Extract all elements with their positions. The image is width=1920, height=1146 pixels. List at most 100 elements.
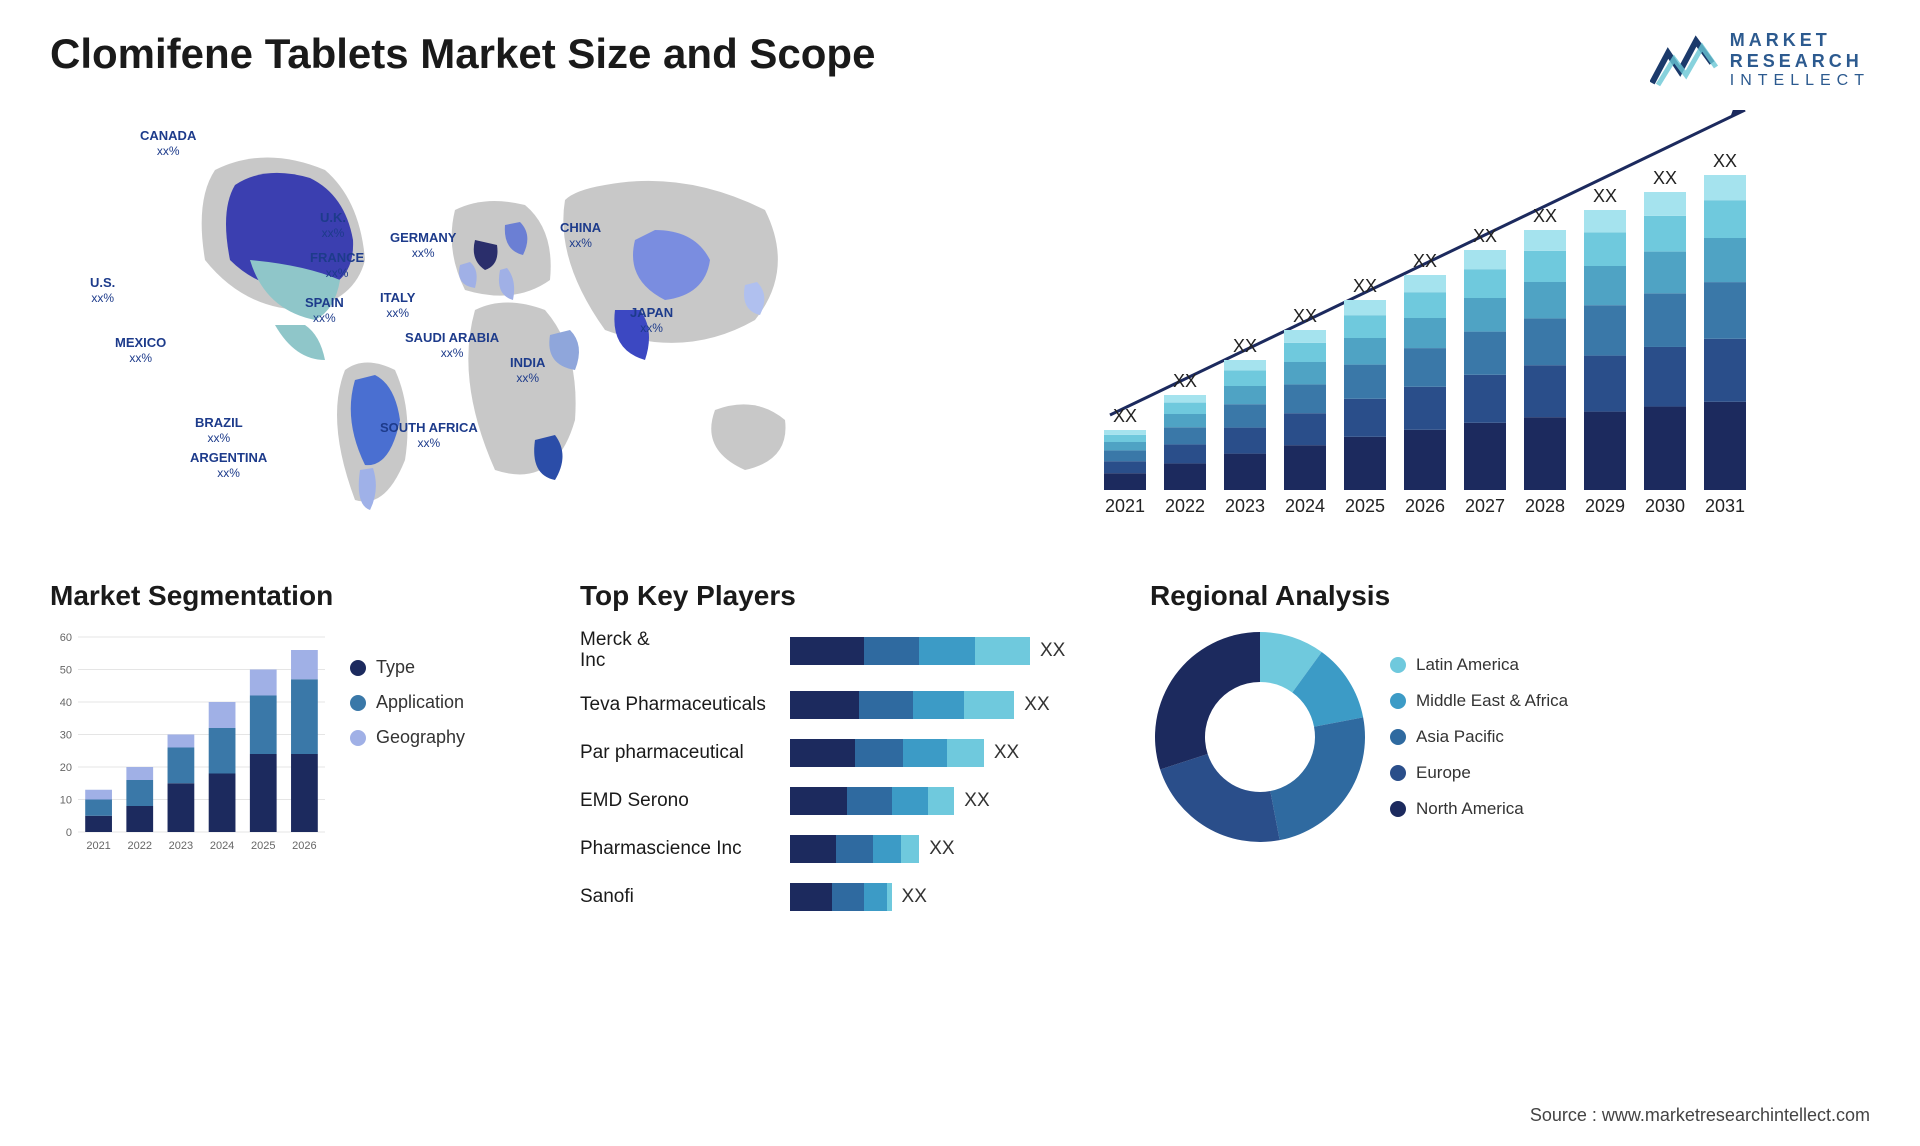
growth-chart-panel: XX2021XX2022XX2023XX2024XX2025XX2026XX20… <box>980 110 1870 530</box>
player-bar-segment <box>913 691 964 719</box>
svg-text:2021: 2021 <box>1105 496 1145 516</box>
legend-item: Europe <box>1390 763 1568 783</box>
player-bar-segment <box>790 835 836 863</box>
svg-text:XX: XX <box>1233 336 1257 356</box>
player-value: XX <box>902 886 927 908</box>
legend-dot-icon <box>1390 801 1406 817</box>
svg-text:2024: 2024 <box>210 840 234 852</box>
player-bar-segment <box>892 787 929 815</box>
player-bar-segment <box>928 787 954 815</box>
svg-text:2023: 2023 <box>169 840 193 852</box>
players-bars: XX XX XX XX XX XX <box>790 627 1100 927</box>
svg-text:60: 60 <box>60 632 72 644</box>
player-row: XX <box>790 627 1100 675</box>
map-label-pct: xx% <box>195 431 243 445</box>
player-bar-segment <box>836 835 873 863</box>
map-label-pct: xx% <box>510 371 545 385</box>
player-bar <box>790 739 984 767</box>
player-bar-segment <box>859 691 913 719</box>
player-label: Merck &Inc <box>580 627 780 675</box>
player-bar <box>790 787 954 815</box>
segmentation-legend: Type Application Geography <box>350 627 465 857</box>
player-value: XX <box>1024 694 1049 716</box>
player-label: Teva Pharmaceuticals <box>580 687 780 723</box>
player-bar-segment <box>790 691 859 719</box>
map-label-name: U.S. <box>90 275 115 290</box>
legend-dot-icon <box>350 730 366 746</box>
map-label: U.K.xx% <box>320 210 346 240</box>
legend-dot-icon <box>1390 729 1406 745</box>
map-label-pct: xx% <box>90 291 115 305</box>
segmentation-title: Market Segmentation <box>50 580 530 612</box>
legend-dot-icon <box>1390 765 1406 781</box>
legend-label: Geography <box>376 727 465 748</box>
world-map-panel: CANADAxx%U.S.xx%MEXICOxx%BRAZILxx%ARGENT… <box>50 110 940 530</box>
legend-dot-icon <box>1390 693 1406 709</box>
map-label-pct: xx% <box>310 266 364 280</box>
map-label-pct: xx% <box>390 246 456 260</box>
player-bar-segment <box>790 883 832 911</box>
legend-dot-icon <box>1390 657 1406 673</box>
logo-text: MARKET RESEARCH INTELLECT <box>1730 30 1870 90</box>
map-label-pct: xx% <box>405 346 499 360</box>
svg-text:2023: 2023 <box>1225 496 1265 516</box>
svg-text:XX: XX <box>1413 251 1437 271</box>
segmentation-panel: Market Segmentation 01020304050602021202… <box>50 580 530 927</box>
players-panel: Top Key Players Merck &IncTeva Pharmaceu… <box>580 580 1100 927</box>
player-bar-segment <box>947 739 984 767</box>
svg-text:XX: XX <box>1173 371 1197 391</box>
map-label-name: INDIA <box>510 355 545 370</box>
map-label: ITALYxx% <box>380 290 415 320</box>
map-label-pct: xx% <box>140 144 196 158</box>
player-value: XX <box>929 838 954 860</box>
legend-item: Middle East & Africa <box>1390 691 1568 711</box>
svg-text:40: 40 <box>60 697 72 709</box>
player-value: XX <box>964 790 989 812</box>
player-label: Pharmascience Inc <box>580 831 780 867</box>
map-label-name: CANADA <box>140 128 196 143</box>
player-value: XX <box>1040 640 1065 662</box>
player-bar-segment <box>790 787 847 815</box>
player-bar-segment <box>901 835 919 863</box>
svg-text:XX: XX <box>1533 206 1557 226</box>
map-label: U.S.xx% <box>90 275 115 305</box>
svg-text:20: 20 <box>60 762 72 774</box>
map-label: CHINAxx% <box>560 220 601 250</box>
map-label-name: ARGENTINA <box>190 450 267 465</box>
player-bar <box>790 835 919 863</box>
player-bar-segment <box>919 637 974 665</box>
map-label-pct: xx% <box>380 306 415 320</box>
map-label: BRAZILxx% <box>195 415 243 445</box>
player-row: XX <box>790 687 1100 723</box>
legend-item: Asia Pacific <box>1390 727 1568 747</box>
page-title: Clomifene Tablets Market Size and Scope <box>50 30 875 78</box>
svg-text:2029: 2029 <box>1585 496 1625 516</box>
legend-item: Application <box>350 692 465 713</box>
map-label-pct: xx% <box>320 226 346 240</box>
map-label: CANADAxx% <box>140 128 196 158</box>
svg-text:2021: 2021 <box>86 840 110 852</box>
legend-dot-icon <box>350 660 366 676</box>
legend-item: Type <box>350 657 465 678</box>
map-label: SAUDI ARABIAxx% <box>405 330 499 360</box>
svg-text:2025: 2025 <box>1345 496 1385 516</box>
svg-text:0: 0 <box>66 827 72 839</box>
legend-label: North America <box>1416 799 1524 819</box>
player-bar-segment <box>790 637 864 665</box>
player-row: XX <box>790 831 1100 867</box>
svg-text:2022: 2022 <box>128 840 152 852</box>
player-row: XX <box>790 735 1100 771</box>
player-bar-segment <box>832 883 864 911</box>
map-label-pct: xx% <box>380 436 478 450</box>
world-map-svg <box>50 110 940 530</box>
svg-text:2031: 2031 <box>1705 496 1745 516</box>
map-label-pct: xx% <box>305 311 344 325</box>
player-label: Par pharmaceutical <box>580 735 780 771</box>
svg-text:XX: XX <box>1113 406 1137 426</box>
player-bar-segment <box>790 739 855 767</box>
svg-text:2028: 2028 <box>1525 496 1565 516</box>
regional-legend: Latin AmericaMiddle East & AfricaAsia Pa… <box>1390 655 1568 819</box>
player-bar-segment <box>964 691 1015 719</box>
legend-label: Type <box>376 657 415 678</box>
header: Clomifene Tablets Market Size and Scope … <box>50 30 1870 90</box>
